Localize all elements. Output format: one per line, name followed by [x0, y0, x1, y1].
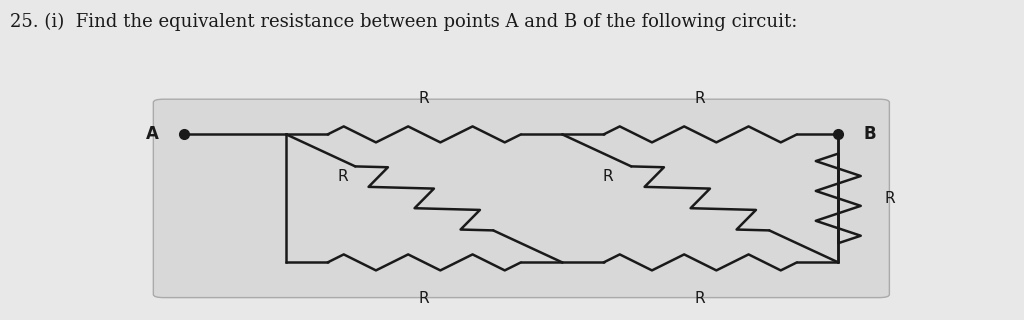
Text: R: R	[603, 169, 613, 183]
Text: 25. (i)  Find the equivalent resistance between points A and B of the following : 25. (i) Find the equivalent resistance b…	[10, 13, 798, 31]
Text: A: A	[145, 125, 159, 143]
Text: R: R	[419, 91, 429, 106]
Text: R: R	[419, 291, 429, 306]
Text: R: R	[695, 291, 706, 306]
Text: R: R	[885, 191, 895, 206]
Text: R: R	[337, 169, 348, 183]
FancyBboxPatch shape	[154, 99, 890, 298]
Text: B: B	[864, 125, 877, 143]
Text: R: R	[695, 91, 706, 106]
